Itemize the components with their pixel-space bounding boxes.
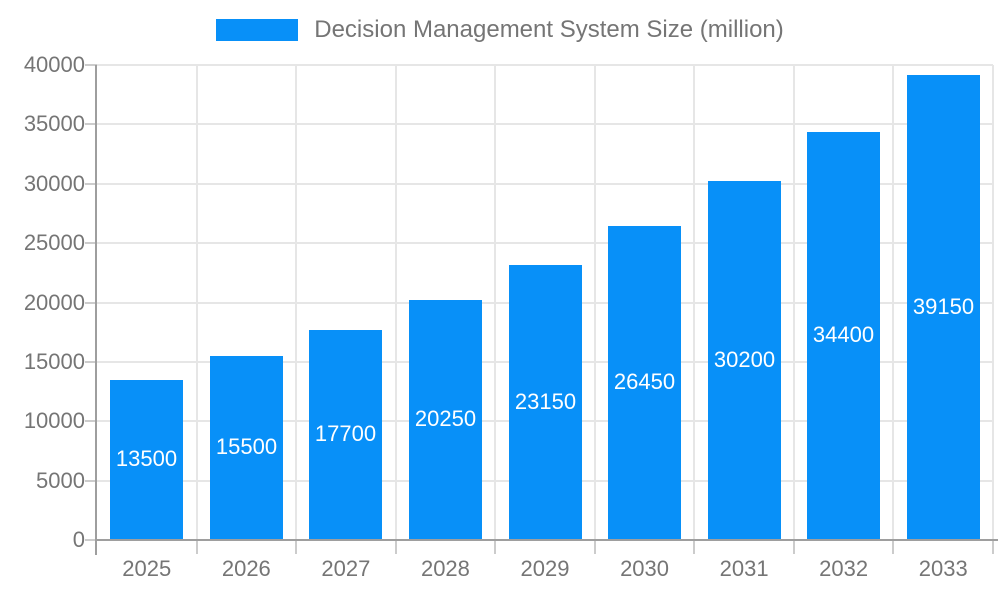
y-axis-tick	[85, 539, 97, 541]
y-axis-label: 5000	[36, 467, 85, 493]
x-axis-tick	[593, 541, 596, 554]
y-axis-line	[95, 65, 97, 555]
x-axis-tick	[792, 541, 795, 554]
x-axis-label: 2029	[520, 556, 570, 581]
x-axis-tick	[892, 541, 895, 554]
x-axis-tick	[195, 541, 198, 554]
bar[interactable]: 13500	[110, 379, 183, 539]
x-axis-label: 2030	[620, 556, 670, 581]
v-gridline	[792, 65, 795, 539]
h-gridline	[97, 182, 993, 185]
y-axis-tick	[85, 479, 97, 482]
x-axis-label: 2032	[819, 556, 869, 581]
y-axis-label: 40000	[23, 52, 85, 77]
bar-value-label: 20250	[414, 406, 477, 432]
bar-value-label: 26450	[613, 369, 676, 395]
x-axis-tick	[992, 541, 994, 554]
bar-value-label: 13500	[115, 446, 178, 472]
legend-title: Decision Management System Size (million…	[314, 16, 784, 43]
y-axis-tick	[85, 420, 97, 423]
bar-value-label: 17700	[314, 421, 377, 447]
x-axis-label: 2028	[420, 556, 470, 581]
v-gridline	[693, 65, 696, 539]
h-gridline	[97, 64, 993, 66]
y-axis-tick	[85, 64, 97, 66]
y-axis-tick	[85, 360, 97, 363]
y-axis-label: 20000	[23, 289, 85, 315]
v-gridline	[295, 65, 298, 539]
v-gridline	[494, 65, 497, 539]
bar[interactable]: 30200	[708, 181, 781, 539]
v-gridline	[892, 65, 895, 539]
x-axis-tick	[693, 541, 696, 554]
y-axis-tick	[85, 182, 97, 185]
y-axis-label: 25000	[23, 230, 85, 256]
v-gridline	[992, 65, 994, 539]
bar[interactable]: 20250	[409, 299, 482, 539]
bar-value-label: 23150	[514, 389, 577, 415]
y-axis-label: 35000	[23, 111, 85, 137]
h-gridline	[97, 123, 993, 126]
bar[interactable]: 39150	[907, 75, 980, 539]
x-axis-tick	[494, 541, 497, 554]
x-axis-tick	[295, 541, 298, 554]
x-axis-label: 2033	[918, 556, 968, 581]
y-axis-tick	[85, 301, 97, 304]
y-axis-label: 15000	[23, 348, 85, 374]
bar-value-label: 39150	[912, 294, 975, 320]
x-axis-label: 2025	[122, 556, 172, 581]
bar[interactable]: 26450	[608, 225, 681, 539]
x-axis-tick	[394, 541, 397, 554]
y-axis-label: 30000	[23, 170, 85, 196]
bar[interactable]: 17700	[309, 329, 382, 539]
bar[interactable]: 34400	[807, 131, 880, 539]
h-gridline	[97, 242, 993, 245]
y-axis-label: 0	[72, 527, 85, 552]
y-axis-label: 10000	[23, 408, 85, 434]
v-gridline	[593, 65, 596, 539]
bar[interactable]: 15500	[210, 355, 283, 539]
legend-swatch	[216, 19, 299, 41]
bar[interactable]: 23150	[509, 265, 582, 539]
x-axis-label: 2026	[221, 556, 271, 581]
v-gridline	[195, 65, 198, 539]
legend: Decision Management System Size (million…	[0, 16, 1000, 44]
y-axis-tick	[85, 242, 97, 245]
bar-value-label: 34400	[812, 322, 875, 348]
v-gridline	[394, 65, 397, 539]
x-axis-label: 2031	[719, 556, 769, 581]
x-axis-line	[95, 539, 998, 541]
bar-value-label: 30200	[713, 347, 776, 373]
y-axis-tick	[85, 123, 97, 126]
bar-value-label: 15500	[215, 434, 278, 460]
x-axis-label: 2027	[321, 556, 371, 581]
